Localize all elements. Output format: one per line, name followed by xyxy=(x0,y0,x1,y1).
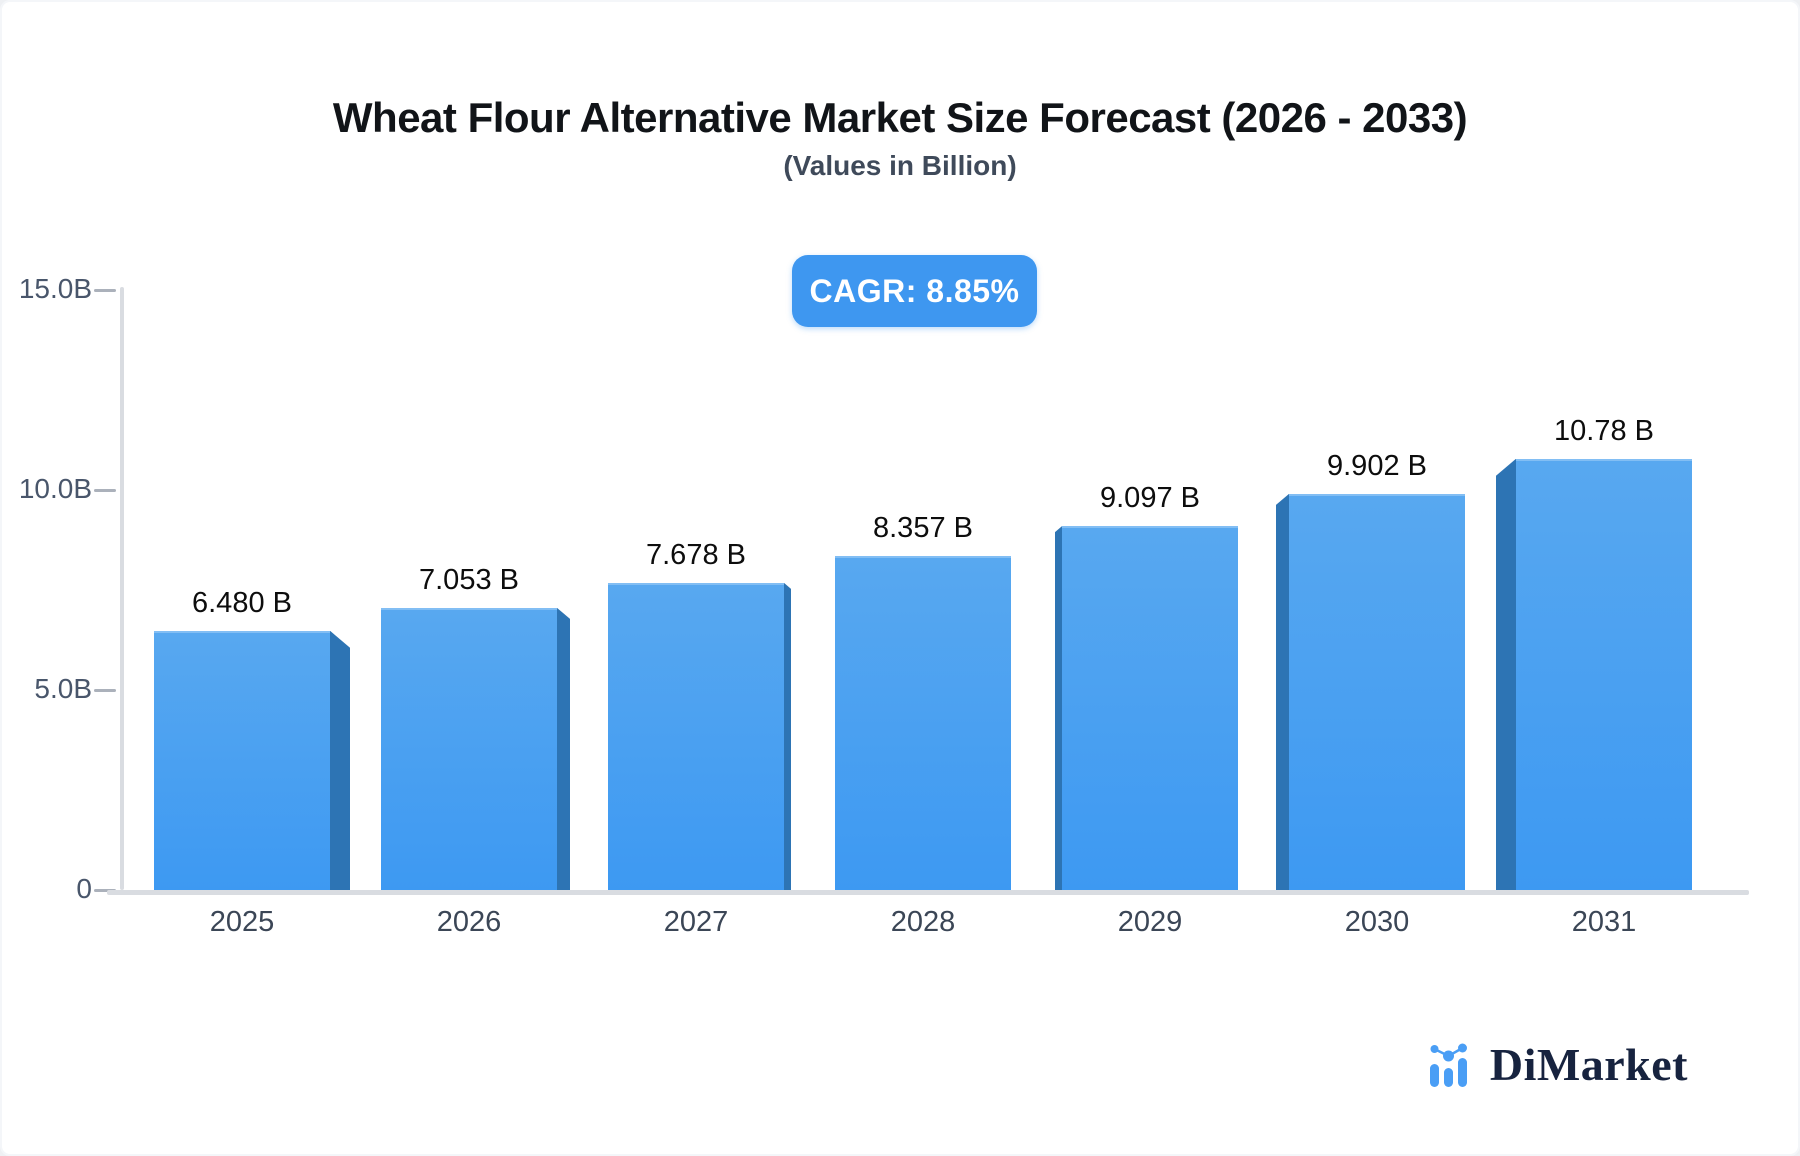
bar-side-2027 xyxy=(784,582,791,890)
y-tick-dash xyxy=(94,689,116,692)
y-tick-dash xyxy=(94,489,116,492)
y-tick-dash xyxy=(94,889,116,892)
x-tick-label-2025: 2025 xyxy=(209,906,275,938)
x-tick-label-2027: 2027 xyxy=(663,906,729,938)
y-tick-label: 0 xyxy=(76,873,92,904)
y-tick-label: 15.0B xyxy=(18,273,92,304)
cagr-badge: CAGR: 8.85% xyxy=(792,255,1037,327)
brand-logo[interactable]: DiMarket xyxy=(1424,1038,1688,1091)
bar-value-label-2027: 7.678 B xyxy=(646,538,746,571)
bar-side-2029 xyxy=(1055,526,1062,890)
cagr-badge-label: CAGR: 8.85% xyxy=(809,272,1020,309)
chart-subtitle: (Values in Billion) xyxy=(783,150,1017,181)
bar-value-label-2025: 6.480 B xyxy=(192,586,292,619)
bar-2025[interactable] xyxy=(154,630,330,890)
bar-2030[interactable] xyxy=(1289,493,1465,890)
x-tick-label-2028: 2028 xyxy=(890,906,956,938)
bar-2028[interactable] xyxy=(835,555,1011,890)
bar-2031[interactable] xyxy=(1516,458,1692,890)
bar-value-label-2031: 10.78 B xyxy=(1554,414,1654,447)
x-tick-label-2029: 2029 xyxy=(1117,906,1183,938)
bar-2029[interactable] xyxy=(1062,526,1238,890)
y-axis-line xyxy=(120,287,124,890)
x-tick-label-2031: 2031 xyxy=(1571,906,1637,938)
bar-side-2030 xyxy=(1276,493,1289,890)
bar-value-label-2026: 7.053 B xyxy=(419,563,519,596)
y-tick-dash xyxy=(94,289,116,292)
chart-title: Wheat Flour Alternative Market Size Fore… xyxy=(332,94,1468,141)
y-tick-label: 10.0B xyxy=(18,473,92,504)
bar-value-label-2030: 9.902 B xyxy=(1327,449,1427,482)
bar-side-2031 xyxy=(1496,458,1516,890)
bar-2026[interactable] xyxy=(381,607,557,890)
y-tick-label: 5.0B xyxy=(34,673,92,704)
bar-value-label-2028: 8.357 B xyxy=(873,511,973,544)
x-axis-line xyxy=(107,890,1749,895)
bar-2027[interactable] xyxy=(608,582,784,890)
brand-name: DiMarket xyxy=(1489,1039,1688,1090)
bar-side-2026 xyxy=(557,607,570,890)
x-tick-label-2030: 2030 xyxy=(1344,906,1410,938)
bar-side-2025 xyxy=(330,630,350,890)
dimarket-logo-icon xyxy=(1429,1043,1467,1087)
x-tick-label-2026: 2026 xyxy=(436,906,502,938)
bar-value-label-2029: 9.097 B xyxy=(1100,482,1200,515)
